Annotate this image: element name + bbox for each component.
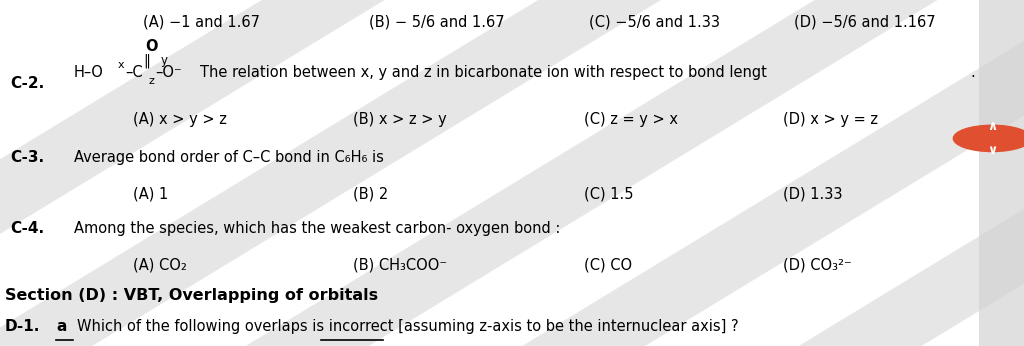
Text: Section (D) : VBT, Overlapping of orbitals: Section (D) : VBT, Overlapping of orbita…: [5, 288, 378, 303]
Polygon shape: [0, 0, 385, 346]
Text: –O⁻: –O⁻: [156, 65, 182, 80]
Text: ‖: ‖: [143, 53, 150, 68]
Text: (D) 1.33: (D) 1.33: [783, 186, 843, 201]
Text: (A) x > y > z: (A) x > y > z: [133, 112, 227, 127]
Text: (C) −5/6 and 1.33: (C) −5/6 and 1.33: [589, 15, 720, 30]
Polygon shape: [799, 0, 1024, 346]
Text: (B) − 5/6 and 1.67: (B) − 5/6 and 1.67: [369, 15, 504, 30]
Text: z: z: [148, 76, 155, 86]
Text: y: y: [161, 54, 168, 67]
Polygon shape: [246, 0, 938, 346]
Text: (A) −1 and 1.67: (A) −1 and 1.67: [143, 15, 260, 30]
Text: –C: –C: [125, 65, 142, 80]
Text: O: O: [145, 39, 158, 54]
Text: a: a: [56, 319, 67, 335]
Text: Which of the following overlaps is incorrect [assuming z-axis to be the internuc: Which of the following overlaps is incor…: [77, 319, 738, 335]
Text: C-3.: C-3.: [10, 150, 44, 165]
Text: (D) CO₃²⁻: (D) CO₃²⁻: [783, 257, 852, 272]
Text: C-2.: C-2.: [10, 75, 44, 91]
Text: (B) x > z > y: (B) x > z > y: [353, 112, 447, 127]
Text: (A) CO₂: (A) CO₂: [133, 257, 187, 272]
Text: D-1.: D-1.: [5, 319, 41, 335]
Text: x: x: [118, 60, 124, 70]
Polygon shape: [0, 0, 662, 346]
Text: .: .: [970, 65, 975, 80]
Text: (D) −5/6 and 1.167: (D) −5/6 and 1.167: [794, 15, 935, 30]
Text: ∧: ∧: [987, 120, 997, 133]
Text: Average bond order of C–C bond in C₆H₆ is: Average bond order of C–C bond in C₆H₆ i…: [74, 150, 384, 165]
Text: (B) CH₃COO⁻: (B) CH₃COO⁻: [353, 257, 447, 272]
Polygon shape: [522, 0, 1024, 346]
Text: Among the species, which has the weakest carbon- oxygen bond :: Among the species, which has the weakest…: [74, 221, 560, 236]
Text: ∨: ∨: [987, 144, 997, 157]
Text: The relation between x, y and z in bicarbonate ion with respect to bond lengt: The relation between x, y and z in bicar…: [200, 65, 767, 80]
Text: (D) x > y = z: (D) x > y = z: [783, 112, 879, 127]
FancyBboxPatch shape: [0, 0, 979, 346]
Text: C-4.: C-4.: [10, 221, 44, 236]
Text: (B) 2: (B) 2: [353, 186, 388, 201]
Circle shape: [953, 125, 1024, 152]
Text: (C) z = y > x: (C) z = y > x: [584, 112, 678, 127]
Text: H–O: H–O: [74, 65, 103, 80]
Text: (C) 1.5: (C) 1.5: [584, 186, 633, 201]
Text: (A) 1: (A) 1: [133, 186, 168, 201]
Text: (C) CO: (C) CO: [584, 257, 632, 272]
